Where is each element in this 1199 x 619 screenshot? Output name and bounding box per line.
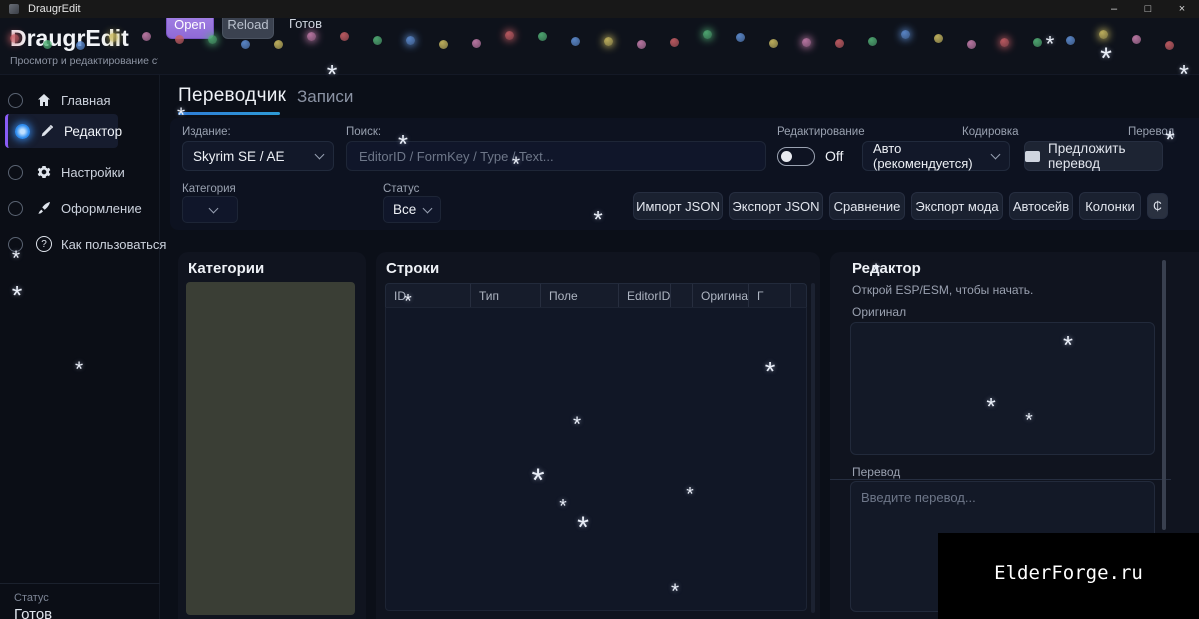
home-icon (38, 94, 50, 106)
question-icon (36, 236, 52, 252)
categories-title: Категории (188, 260, 265, 277)
radio-selected-icon (15, 123, 30, 139)
editing-toggle[interactable] (777, 147, 815, 166)
column-editorid[interactable]: EditorID (619, 284, 671, 307)
radio-icon (8, 236, 23, 252)
sidebar-item-appearance[interactable]: Оформление (0, 191, 160, 225)
column-field[interactable]: Поле (541, 284, 619, 307)
editor-hint: Открой ESP/ESM, чтобы начать. (852, 283, 1034, 297)
status-filter-value: Все (393, 202, 417, 217)
editor-scrollbar[interactable] (1162, 260, 1166, 530)
rows-panel: Строки ID Тип Поле EditorID Оригинал Г (376, 252, 820, 619)
status-filter-select[interactable]: Все (383, 196, 441, 223)
suggest-translation-button[interactable]: Предложить перевод (1024, 141, 1163, 171)
category-label: Категория (182, 183, 236, 195)
column-id[interactable]: ID (386, 284, 471, 307)
radio-icon (8, 92, 23, 108)
export-json-button[interactable]: Экспорт JSON (729, 192, 823, 220)
chevron-down-icon (422, 203, 433, 213)
sidebar-item-settings[interactable]: Настройки (0, 155, 160, 189)
chevron-down-icon (314, 149, 325, 160)
watermark: ElderForge.ru (938, 533, 1199, 619)
status-filter-label: Статус (383, 183, 420, 195)
encoding-label: Кодировка (962, 126, 1019, 138)
column-original[interactable]: Оригинал (693, 284, 749, 307)
column-type[interactable]: Тип (471, 284, 541, 307)
header-status: Готов (289, 16, 323, 31)
column-spacer (671, 284, 693, 307)
rows-title: Строки (386, 260, 440, 277)
column-translation[interactable]: Г (749, 284, 791, 307)
sidebar-item-label: Настройки (61, 164, 125, 180)
close-button[interactable]: × (1178, 3, 1186, 15)
category-select[interactable] (182, 196, 238, 223)
encoding-select[interactable]: Авто (рекомендуется) (862, 141, 1010, 171)
columns-button[interactable]: Колонки (1079, 192, 1141, 220)
chevron-down-icon (990, 149, 1001, 160)
autosave-button[interactable]: Автосейв (1009, 192, 1073, 220)
maximize-button[interactable]: □ (1144, 3, 1152, 15)
column-filler (791, 284, 806, 307)
brush-icon (38, 202, 50, 214)
export-mod-button[interactable]: Экспорт мода (911, 192, 1003, 220)
pencil-icon (41, 125, 53, 137)
sidebar-item-label: Оформление (61, 200, 142, 216)
encoding-value: Авто (рекомендуется) (873, 141, 973, 171)
tab-records[interactable]: Записи (297, 87, 354, 106)
sidebar-item-home[interactable]: Главная (0, 83, 160, 117)
sidebar-item-editor[interactable]: Редактор (5, 114, 122, 148)
editor-divider (830, 479, 1171, 480)
toggle-knob (781, 150, 792, 162)
app-logo: DraugrEdit (10, 25, 129, 51)
edition-label: Издание: (182, 126, 231, 138)
table-body[interactable] (385, 307, 807, 611)
editing-state: Off (825, 148, 844, 164)
chevron-down-icon (208, 203, 219, 213)
translate-icon (1025, 150, 1040, 162)
categories-panel: Категории (178, 252, 366, 619)
compare-button[interactable]: Сравнение (829, 192, 905, 220)
translation-label: Перевод (852, 465, 901, 479)
rows-scrollbar[interactable] (811, 283, 815, 613)
app-icon (9, 4, 19, 14)
categories-list[interactable] (186, 282, 355, 615)
sidebar-item-howto[interactable]: Как пользоваться (0, 227, 166, 261)
status-value: Готов (14, 606, 53, 619)
translate-label: Перевод (1128, 126, 1175, 138)
radio-icon (8, 164, 23, 180)
original-textarea[interactable] (850, 322, 1155, 455)
sidebar: Главная Редактор Настройки Оформление Ка… (0, 75, 166, 619)
search-label: Поиск: (346, 126, 382, 138)
status-label: Статус (14, 592, 49, 604)
search-input[interactable] (346, 141, 766, 171)
watermark-text: ElderForge.ru (994, 562, 1143, 584)
currency-button[interactable]: ₵ (1147, 193, 1168, 219)
sidebar-item-label: Редактор (64, 123, 123, 139)
editor-title: Редактор (852, 260, 921, 277)
tab-translator[interactable]: Переводчик (178, 85, 287, 106)
import-json-button[interactable]: Импорт JSON (633, 192, 723, 220)
radio-icon (8, 200, 23, 216)
edition-select[interactable]: Skyrim SE / AE (182, 141, 334, 171)
suggest-translation-label: Предложить перевод (1048, 141, 1126, 171)
window-title: DraugrEdit (28, 3, 81, 15)
editing-label: Редактирование (777, 126, 865, 138)
tab-active-underline (178, 112, 280, 115)
original-label: Оригинал (852, 305, 907, 319)
sidebar-item-label: Главная (61, 92, 111, 108)
app-subtitle: Просмотр и редактирование ст (10, 55, 158, 67)
sidebar-item-label: Как пользоваться (61, 236, 167, 252)
table-header: ID Тип Поле EditorID Оригинал Г (385, 283, 807, 307)
titlebar: DraugrEdit – □ × (0, 0, 1199, 18)
sidebar-divider (0, 583, 160, 584)
edition-value: Skyrim SE / AE (193, 148, 285, 164)
minimize-button[interactable]: – (1110, 3, 1118, 15)
gear-icon (37, 166, 51, 178)
